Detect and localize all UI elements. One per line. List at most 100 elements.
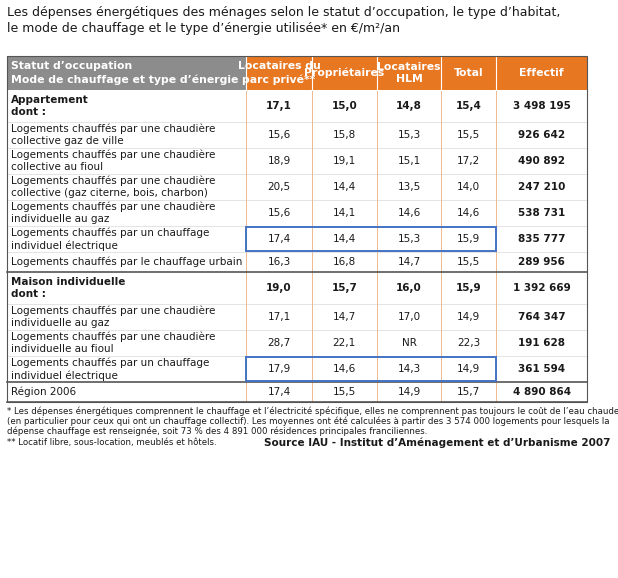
Bar [7, 272, 587, 304]
Text: 17,4: 17,4 [268, 387, 290, 397]
Text: 14,0: 14,0 [457, 182, 480, 192]
Bar [7, 252, 587, 272]
Bar [7, 382, 587, 402]
Bar [377, 56, 441, 90]
Bar [7, 200, 587, 226]
Text: Total: Total [454, 68, 484, 78]
Text: 22,3: 22,3 [457, 338, 480, 348]
Text: 15,8: 15,8 [332, 130, 356, 140]
Text: 14,4: 14,4 [332, 182, 356, 192]
Text: dépense chauffage est renseignée, soit 73 % des 4 891 000 résidences principales: dépense chauffage est renseignée, soit 7… [7, 427, 428, 436]
Text: 289 956: 289 956 [518, 257, 565, 267]
Bar [441, 56, 496, 90]
Bar [7, 304, 587, 330]
Text: Les dépenses énergétiques des ménages selon le statut d’occupation, le type d’ha: Les dépenses énergétiques des ménages se… [7, 6, 561, 19]
Bar [7, 174, 587, 200]
Text: 764 347: 764 347 [518, 312, 565, 322]
Text: Effectif: Effectif [519, 68, 564, 78]
Text: 15,0: 15,0 [331, 101, 357, 111]
Text: 20,5: 20,5 [268, 182, 290, 192]
Text: 17,2: 17,2 [457, 156, 480, 166]
Bar [247, 56, 311, 90]
Text: 16,0: 16,0 [396, 283, 422, 293]
Text: 19,0: 19,0 [266, 283, 292, 293]
Text: * Les dépenses énergétiques comprennent le chauffage et l’électricité spécifique: * Les dépenses énergétiques comprennent … [7, 407, 618, 417]
Text: 247 210: 247 210 [518, 182, 565, 192]
Text: 28,7: 28,7 [268, 338, 290, 348]
Text: Locataires du
parc privé**: Locataires du parc privé** [238, 61, 321, 84]
Text: Logements chauffés par un chauffage
individuel électrique: Logements chauffés par un chauffage indi… [11, 227, 210, 251]
Text: 15,5: 15,5 [457, 130, 480, 140]
Bar [7, 330, 587, 356]
Text: 14,7: 14,7 [397, 257, 421, 267]
Bar [7, 90, 587, 122]
Text: 13,5: 13,5 [397, 182, 421, 192]
Text: Appartement
dont :: Appartement dont : [11, 95, 89, 117]
Bar [7, 56, 247, 90]
Text: 14,6: 14,6 [332, 364, 356, 374]
Bar [7, 148, 587, 174]
Text: 15,5: 15,5 [457, 257, 480, 267]
Text: Maison individuelle
dont :: Maison individuelle dont : [11, 277, 125, 299]
Text: 361 594: 361 594 [518, 364, 565, 374]
Text: 14,6: 14,6 [457, 208, 480, 218]
Text: 22,1: 22,1 [332, 338, 356, 348]
Text: 15,7: 15,7 [331, 283, 357, 293]
Text: 15,3: 15,3 [397, 234, 421, 244]
Bar [7, 56, 587, 402]
Bar [7, 122, 587, 148]
Text: 1 392 669: 1 392 669 [513, 283, 570, 293]
Text: 191 628: 191 628 [518, 338, 565, 348]
Bar [311, 56, 377, 90]
Text: 15,6: 15,6 [268, 130, 290, 140]
Text: 17,1: 17,1 [268, 312, 290, 322]
Text: 3 498 195: 3 498 195 [513, 101, 570, 111]
Text: 17,0: 17,0 [397, 312, 421, 322]
Text: 14,8: 14,8 [396, 101, 422, 111]
Text: Logements chauffés par une chaudière
individuelle au gaz: Logements chauffés par une chaudière ind… [11, 202, 216, 224]
Bar [496, 56, 587, 90]
Text: 15,9: 15,9 [456, 283, 481, 293]
Text: 18,9: 18,9 [268, 156, 290, 166]
Text: 15,4: 15,4 [456, 101, 481, 111]
Text: Locataires
HLM: Locataires HLM [378, 62, 441, 84]
Bar [7, 226, 587, 252]
Bar [247, 357, 496, 381]
Text: Source IAU - Institut d’Aménagement et d’Urbanisme 2007: Source IAU - Institut d’Aménagement et d… [265, 438, 611, 449]
Text: Logements chauffés par un chauffage
individuel électrique: Logements chauffés par un chauffage indi… [11, 357, 210, 381]
Text: Propriétaires: Propriétaires [304, 68, 384, 78]
Text: 490 892: 490 892 [518, 156, 565, 166]
Text: 17,9: 17,9 [268, 364, 290, 374]
Text: Logements chauffés par une chaudière
individuelle au gaz: Logements chauffés par une chaudière ind… [11, 306, 216, 328]
Text: 14,1: 14,1 [332, 208, 356, 218]
Text: 15,1: 15,1 [397, 156, 421, 166]
Text: 926 642: 926 642 [518, 130, 565, 140]
Bar [247, 227, 496, 251]
Text: 14,9: 14,9 [397, 387, 421, 397]
Text: ** Locatif libre, sous-location, meublés et hôtels.: ** Locatif libre, sous-location, meublés… [7, 438, 217, 447]
Text: 15,5: 15,5 [332, 387, 356, 397]
Text: 15,7: 15,7 [457, 387, 480, 397]
Text: 538 731: 538 731 [518, 208, 565, 218]
Text: 14,9: 14,9 [457, 312, 480, 322]
Text: 17,1: 17,1 [266, 101, 292, 111]
Text: 16,3: 16,3 [268, 257, 290, 267]
Text: 17,4: 17,4 [268, 234, 290, 244]
Text: Statut d’occupation
Mode de chauffage et type d’énergie: Statut d’occupation Mode de chauffage et… [11, 61, 239, 84]
Text: 19,1: 19,1 [332, 156, 356, 166]
Text: Logements chauffés par une chaudière
collective au fioul: Logements chauffés par une chaudière col… [11, 150, 216, 172]
Text: (en particulier pour ceux qui ont un chauffage collectif). Les moyennes ont été : (en particulier pour ceux qui ont un cha… [7, 417, 609, 427]
Text: 14,3: 14,3 [397, 364, 421, 374]
Text: Logements chauffés par une chaudière
individuelle au fioul: Logements chauffés par une chaudière ind… [11, 332, 216, 354]
Text: NR: NR [402, 338, 417, 348]
Text: 15,9: 15,9 [457, 234, 480, 244]
Text: le mode de chauffage et le type d’énergie utilisée* en €/m²/an: le mode de chauffage et le type d’énergi… [7, 22, 400, 35]
Text: 15,6: 15,6 [268, 208, 290, 218]
Text: 4 890 864: 4 890 864 [512, 387, 570, 397]
Text: 14,7: 14,7 [332, 312, 356, 322]
Text: 15,3: 15,3 [397, 130, 421, 140]
Text: 14,4: 14,4 [332, 234, 356, 244]
Text: 14,9: 14,9 [457, 364, 480, 374]
Bar [7, 356, 587, 382]
Text: Région 2006: Région 2006 [11, 387, 76, 397]
